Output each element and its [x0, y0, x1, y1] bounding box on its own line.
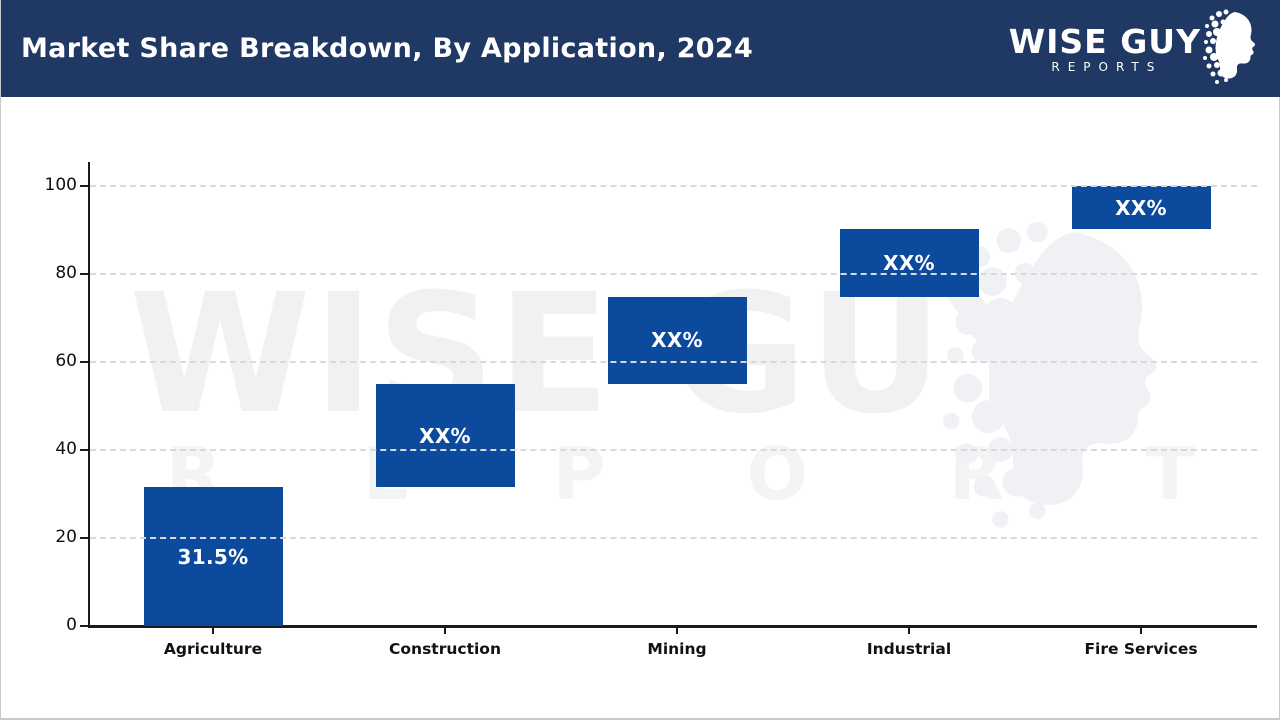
header-bar: Market Share Breakdown, By Application, …: [1, 0, 1280, 97]
y-tick-label: 60: [55, 351, 77, 371]
bar-value-label: XX%: [651, 328, 703, 353]
y-tick-mark: [80, 361, 89, 363]
bar-value-label: XX%: [1115, 195, 1167, 220]
category-label-construction: Construction: [389, 640, 501, 658]
chart-title: Market Share Breakdown, By Application, …: [21, 33, 754, 64]
y-axis-line: [88, 162, 90, 628]
y-tick-mark: [80, 449, 89, 451]
bar-value-label: XX%: [419, 423, 471, 448]
y-tick-mark: [80, 273, 89, 275]
y-tick-mark: [80, 185, 89, 187]
y-tick-label: 100: [44, 175, 77, 195]
x-tick-mark: [212, 627, 214, 634]
category-label-agriculture: Agriculture: [163, 640, 263, 658]
bar-mining: XX%: [607, 296, 747, 384]
bar-fire-services: XX%: [1071, 186, 1211, 230]
x-tick-mark: [908, 627, 910, 634]
bar-value-label: 31.5%: [177, 544, 249, 569]
x-tick-mark: [676, 627, 678, 634]
logo-reports-label: REPORTS: [1051, 59, 1163, 74]
gridline: [90, 273, 1257, 275]
category-label-fire-services: Fire Services: [1084, 640, 1198, 658]
category-label-mining: Mining: [647, 640, 707, 658]
category-label-industrial: Industrial: [866, 640, 952, 658]
logo-text: WISE GUY REPORTS: [1009, 25, 1201, 73]
x-axis-line: [88, 625, 1257, 628]
y-tick-mark: [80, 625, 89, 627]
bar-industrial: XX%: [839, 229, 979, 297]
x-tick-mark: [1140, 627, 1142, 634]
y-tick-mark: [80, 537, 89, 539]
wise-guy-reports-logo: WISE GUY REPORTS: [1009, 9, 1267, 89]
y-tick-label: 80: [55, 263, 77, 283]
bar-agriculture: 31.5%: [143, 487, 283, 626]
x-tick-mark: [444, 627, 446, 634]
bar-value-label: XX%: [883, 250, 935, 275]
y-tick-label: 40: [55, 439, 77, 459]
bar-construction: XX%: [375, 384, 515, 488]
gridline: [90, 449, 1257, 451]
y-tick-label: 20: [55, 527, 77, 547]
y-tick-label: 0: [66, 615, 77, 635]
logo-wiseguy-label: WISE GUY: [1008, 21, 1201, 61]
